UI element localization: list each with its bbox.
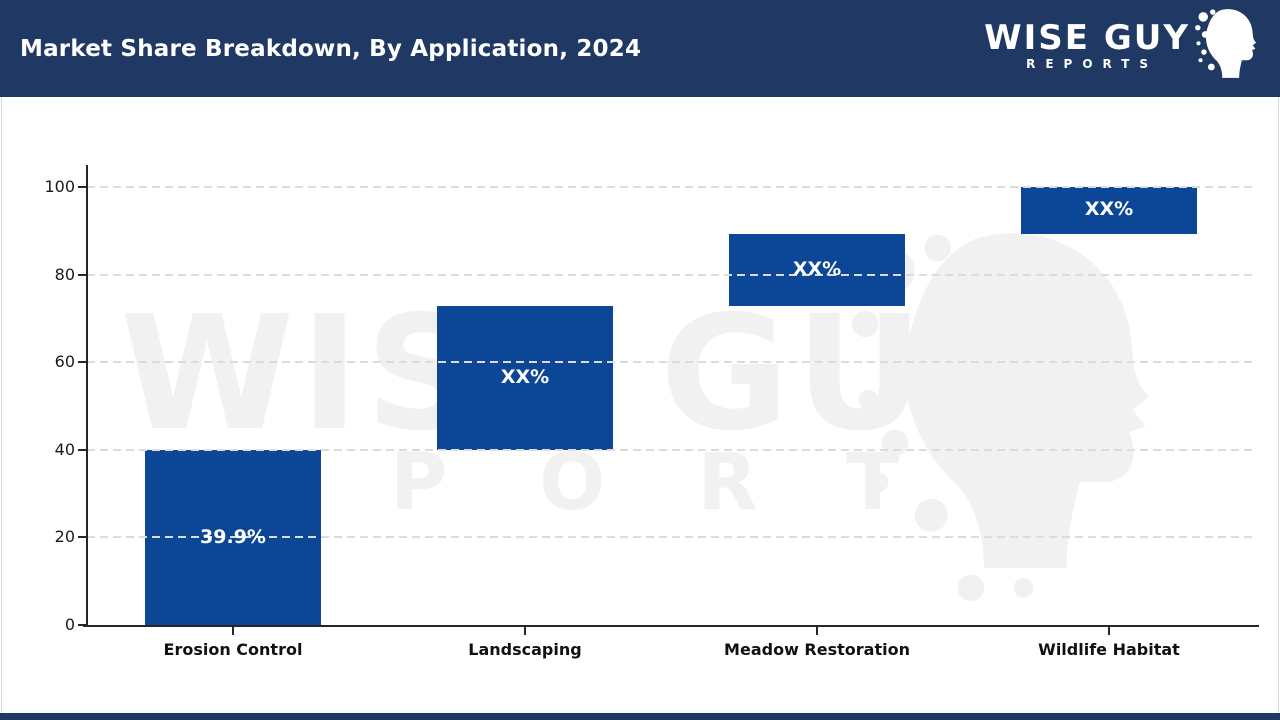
gridline-20 [87,536,1253,539]
x-tick-mark-4 [1108,627,1110,635]
header-banner: Market Share Breakdown, By Application, … [0,0,1280,97]
gridline-60 [87,361,1253,364]
x-category-label-1: Erosion Control [163,640,303,659]
gridline-40 [87,448,1253,451]
y-axis-spine [86,165,88,627]
gridline-80 [87,273,1253,276]
bottom-accent-bar [0,713,1280,720]
x-tick-mark-1 [232,627,234,635]
y-tick-label-20: 20 [54,527,75,547]
y-tick-mark-20 [78,536,86,539]
y-tick-mark-40 [78,448,86,451]
watermark-face-logo [852,233,1149,602]
x-category-label-4: Wildlife Habitat [1038,640,1180,659]
gridline-100 [87,186,1253,188]
y-tick-label-80: 80 [54,264,75,284]
x-tick-mark-3 [816,627,818,635]
brand-logo-text: WISE GUY REPORTS [984,17,1190,72]
brand-face-icon [1195,9,1257,78]
bar-value-label-4: XX% [1084,198,1134,221]
bar-value-label-2: XX% [500,366,550,389]
y-tick-label-0: 0 [64,615,75,634]
x-axis-spine [83,625,1259,627]
y-tick-label-60: 60 [54,352,75,372]
bar-value-label-3: XX% [792,258,842,280]
chart-title: Market Share Breakdown, By Application, … [20,36,642,62]
y-tick-mark-0 [78,624,86,626]
waterfall-bar-2 [437,306,613,451]
x-tick-mark-2 [524,627,526,635]
y-tick-label-40: 40 [54,439,75,459]
y-tick-label-100: 100 [44,177,75,196]
bar-value-label-1: 39.9% [200,525,266,548]
x-category-label-3: Meadow Restoration [724,640,910,659]
brand-subname: REPORTS [1026,57,1159,72]
waterfall-bar-3 [729,233,905,307]
y-tick-mark-60 [78,361,86,364]
y-tick-mark-100 [78,186,86,188]
brand-name: WISE GUY [984,17,1190,58]
brand-logo: WISE GUY REPORTS [984,6,1266,86]
x-category-label-2: Landscaping [468,640,582,659]
waterfall-bar-4 [1021,187,1197,234]
y-tick-mark-80 [78,273,86,276]
